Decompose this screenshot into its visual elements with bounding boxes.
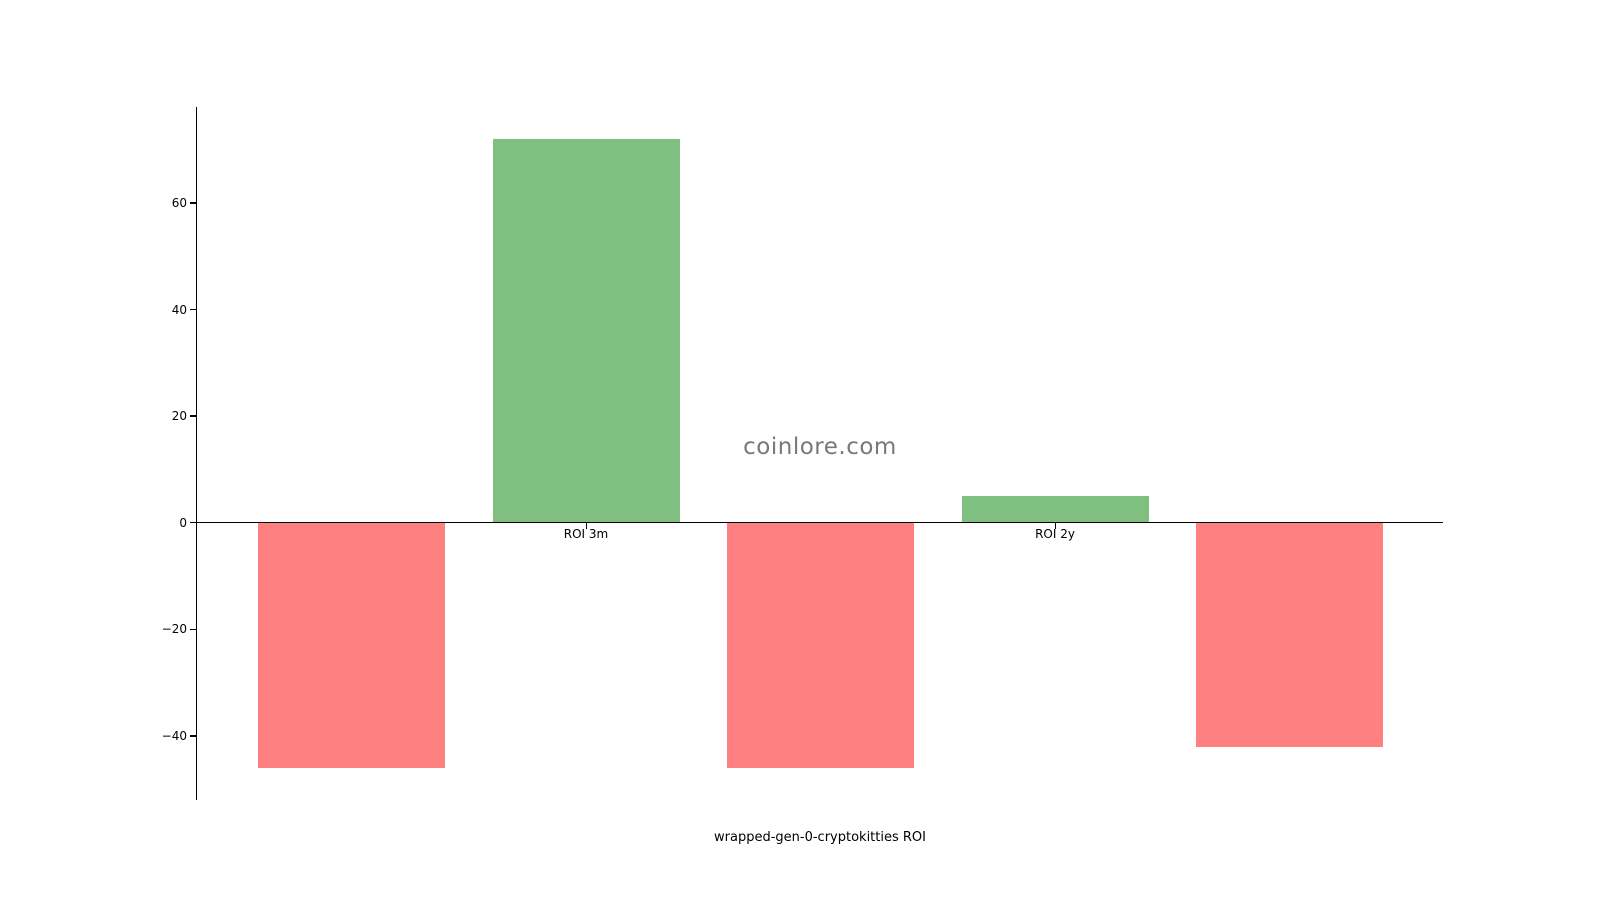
y-tick-mark xyxy=(190,628,197,631)
x-tick-mark xyxy=(586,522,588,529)
y-tick-mark xyxy=(190,415,197,417)
y-tick-label: −20 xyxy=(161,622,187,637)
y-tick-mark xyxy=(190,308,197,311)
y-tick-label: 60 xyxy=(171,195,187,210)
plot-area: 60 40 20 0 −20 −40 ROI 3m ROI 2y coinlore.com xyxy=(162,107,1443,800)
bar-positive xyxy=(492,138,680,523)
y-axis-spine xyxy=(196,107,198,800)
y-tick-label: −40 xyxy=(161,729,187,744)
bar-negative xyxy=(1196,522,1383,747)
x-tick-mark xyxy=(1055,522,1057,529)
x-tick-label: ROI 2y xyxy=(1035,526,1075,541)
y-tick-mark xyxy=(190,522,197,524)
y-tick-label: 20 xyxy=(171,409,187,424)
y-tick-mark xyxy=(190,202,197,204)
y-tick-label: 40 xyxy=(171,302,187,317)
bar-negative xyxy=(258,522,445,768)
watermark: coinlore.com xyxy=(743,434,897,460)
y-tick-label: 0 xyxy=(179,515,187,530)
y-tick-mark xyxy=(190,735,197,737)
chart-title: wrapped-gen-0-cryptokitties ROI xyxy=(714,830,926,845)
bar-positive xyxy=(961,496,1149,523)
x-axis-line xyxy=(197,522,1443,524)
bar-negative xyxy=(727,522,914,768)
x-tick-label: ROI 3m xyxy=(563,526,609,541)
